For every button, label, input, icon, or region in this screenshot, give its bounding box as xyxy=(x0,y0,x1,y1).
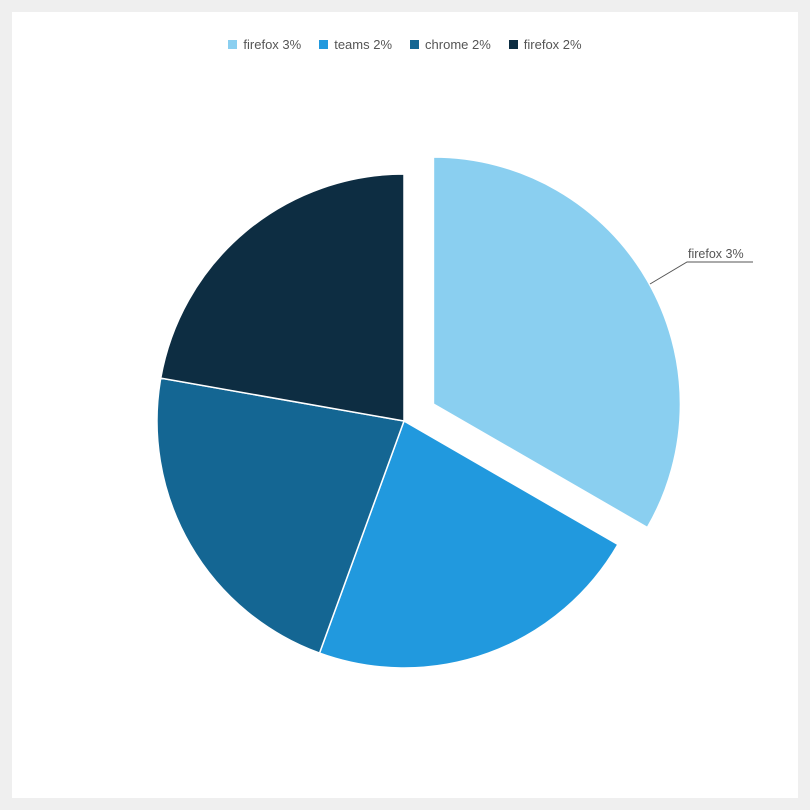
legend-item-2[interactable]: chrome 2% xyxy=(410,38,491,51)
callout-label: firefox 3% xyxy=(688,247,744,261)
pie-callout-group: firefox 3% xyxy=(649,247,753,285)
chart-legend: firefox 3% teams 2% chrome 2% firefox 2% xyxy=(12,38,798,51)
legend-item-1[interactable]: teams 2% xyxy=(319,38,392,51)
pie-slice-2[interactable] xyxy=(156,377,406,655)
legend-swatch-firefox-3-icon xyxy=(228,40,238,49)
pie-slices-group xyxy=(156,156,682,669)
legend-label-0: firefox 3% xyxy=(243,37,302,52)
pie-slice-3[interactable] xyxy=(159,173,405,422)
legend-label-3: firefox 2% xyxy=(523,37,582,52)
legend-swatch-firefox-2-icon xyxy=(508,40,518,49)
pie-slice-1[interactable] xyxy=(318,419,619,669)
pie-chart-plot: firefox 3% xyxy=(156,156,753,669)
callout-leader-line xyxy=(649,261,753,285)
pie-slice-0[interactable] xyxy=(432,156,682,529)
legend-swatch-teams-2-icon xyxy=(319,40,329,49)
legend-item-3[interactable]: firefox 2% xyxy=(508,37,582,52)
chart-card: firefox 3% teams 2% chrome 2% firefox 2%… xyxy=(12,12,798,798)
legend-label-1: teams 2% xyxy=(334,37,393,52)
legend-label-2: chrome 2% xyxy=(425,37,491,52)
legend-swatch-chrome-2-icon xyxy=(410,40,420,49)
legend-item-0[interactable]: firefox 3% xyxy=(228,38,301,51)
